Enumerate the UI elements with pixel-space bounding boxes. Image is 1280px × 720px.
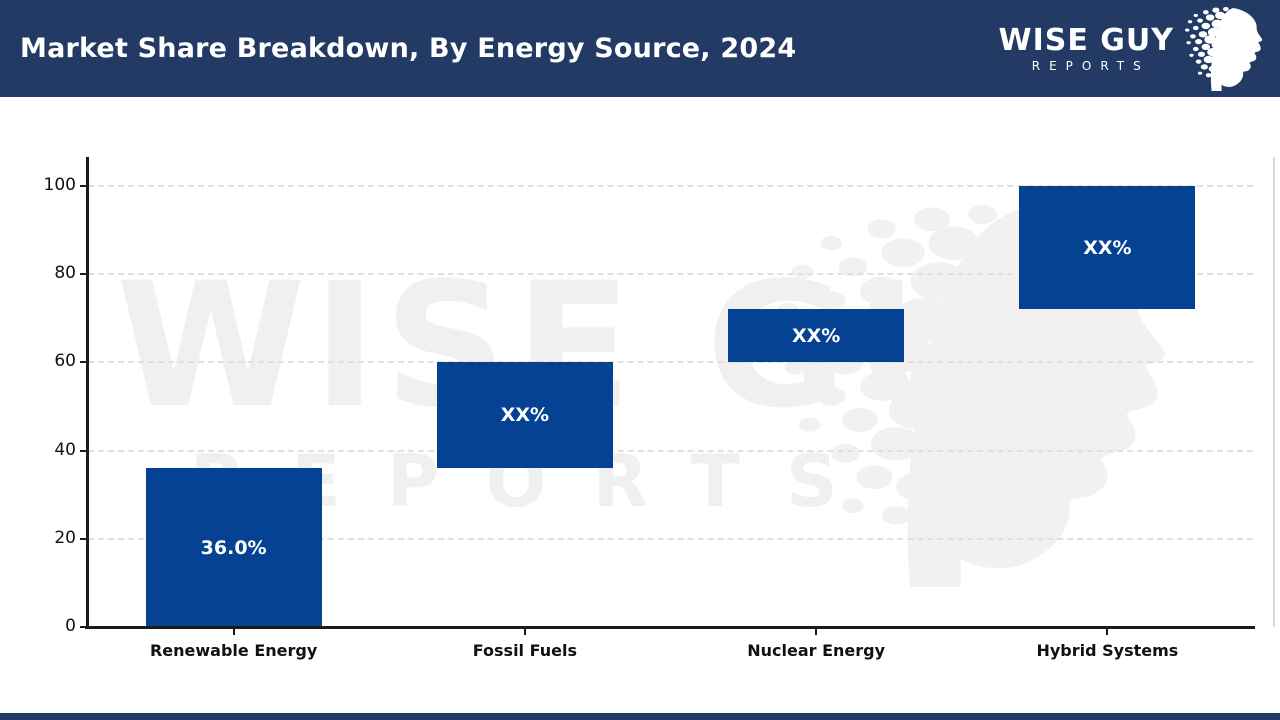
- y-tick-mark: [80, 449, 87, 452]
- bar-value-label: XX%: [791, 324, 841, 347]
- brand-logo: WISE GUY REPORTS: [998, 6, 1266, 91]
- x-axis-line: [85, 626, 1255, 629]
- y-tick-mark: [80, 537, 87, 540]
- x-category-label: Renewable Energy: [149, 641, 318, 660]
- header-bar: Market Share Breakdown, By Energy Source…: [0, 0, 1280, 97]
- x-tick-mark: [1106, 629, 1109, 635]
- logo-subtext: REPORTS: [1031, 58, 1150, 73]
- y-axis-line: [86, 157, 89, 629]
- y-tick-label: 80: [54, 263, 76, 284]
- chart-canvas: WISE GUY REPORTS 0 20 40 60 80 100 36.0% Renewa…: [0, 97, 1280, 713]
- y-tick-label: 20: [54, 527, 76, 548]
- bar-value-label: XX%: [1083, 236, 1132, 259]
- logo-wordmark: WISE GUY: [998, 22, 1174, 58]
- x-tick-mark: [232, 629, 235, 635]
- gridline: [88, 185, 1253, 187]
- logo-head-icon: [1185, 6, 1263, 91]
- y-tick-label: 100: [43, 175, 76, 195]
- x-category-label: Fossil Fuels: [472, 641, 577, 660]
- y-tick-mark: [80, 361, 87, 364]
- bar-fossil-fuels: XX%: [436, 362, 613, 469]
- bar-value-label: 36.0%: [200, 536, 267, 559]
- gridline: [88, 537, 1253, 540]
- y-tick-mark: [80, 185, 87, 187]
- bar-hybrid-systems: XX%: [1019, 186, 1196, 310]
- y-tick-label: 40: [54, 439, 76, 460]
- y-tick-label: 60: [54, 351, 76, 372]
- x-tick-mark: [815, 629, 818, 635]
- y-tick-label: 0: [65, 616, 76, 636]
- gridline: [88, 273, 1253, 276]
- x-category-label: Nuclear Energy: [747, 641, 886, 660]
- x-tick-mark: [523, 629, 526, 635]
- page-title: Market Share Breakdown, By Energy Source…: [20, 33, 797, 64]
- gridline: [88, 449, 1253, 452]
- bar-renewable-energy: 36.0%: [145, 468, 322, 627]
- bar-value-label: XX%: [500, 404, 550, 427]
- plot-right-spine: [1273, 157, 1275, 627]
- footer-bar: [0, 713, 1280, 720]
- y-tick-mark: [80, 273, 87, 276]
- gridline: [88, 361, 1253, 364]
- bar-nuclear-energy: XX%: [728, 309, 905, 363]
- y-tick-mark: [80, 626, 87, 628]
- logo-text-block: WISE GUY REPORTS: [998, 22, 1174, 73]
- x-category-label: Hybrid Systems: [1036, 641, 1179, 660]
